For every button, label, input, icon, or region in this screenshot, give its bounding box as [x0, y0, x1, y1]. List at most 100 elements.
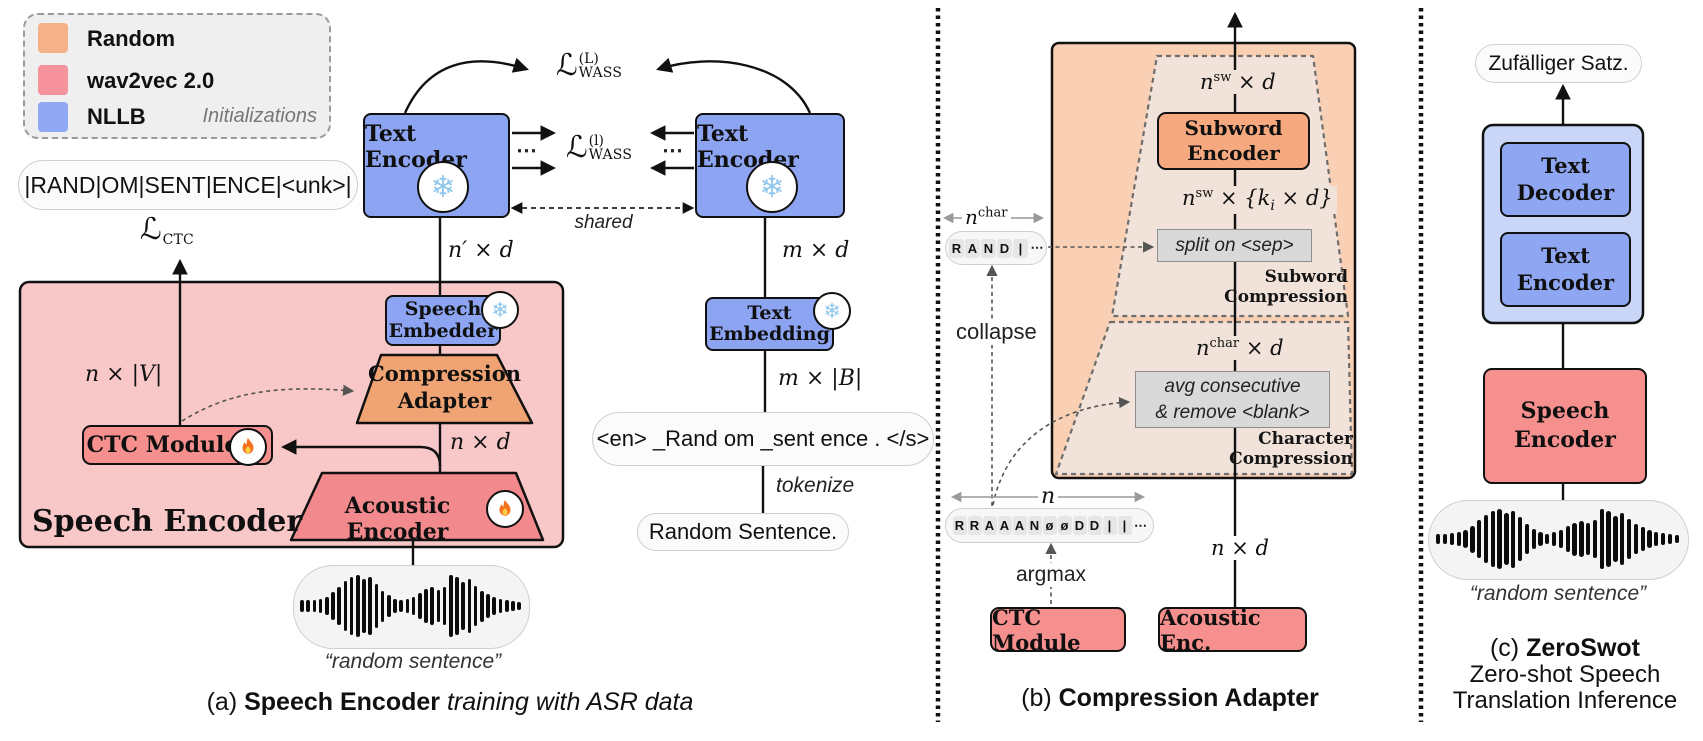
- sequence-cell: D: [1087, 516, 1102, 535]
- tokens-pill: <en> _Rand om _sent ence . </s>: [592, 412, 934, 466]
- character-compression-line2: Compression: [1229, 448, 1353, 469]
- legend-note: Initializations: [202, 105, 317, 127]
- dim-rest: × {k: [1213, 186, 1271, 210]
- waveform-bar: [1524, 524, 1529, 554]
- dim-base: n: [965, 205, 978, 229]
- character-compression-label: Character Compression: [1215, 429, 1353, 469]
- dim-nchar-d: nchar × d: [1192, 336, 1288, 360]
- dim-rest2: × d}: [1274, 186, 1333, 210]
- snowflake-icon: ❄: [430, 169, 456, 205]
- waveform-bar: [355, 575, 360, 637]
- sentence-pill: Random Sentence.: [637, 513, 849, 551]
- dim-n-vocab: n × |V|: [85, 362, 163, 387]
- waveform-bar: [1436, 533, 1441, 545]
- wass-loss-top-label: ℒ (L) WASS: [556, 48, 622, 83]
- dots-right: ⋯: [662, 139, 683, 162]
- waveform-bar: [1633, 524, 1638, 554]
- waveform-bar: [1572, 522, 1577, 556]
- character-compression-line1: Character: [1258, 429, 1353, 449]
- dim-n: n: [1038, 484, 1059, 509]
- legend-swatch-nllb: [38, 102, 68, 132]
- sequence-cell: N: [981, 238, 996, 258]
- argmax-label: argmax: [1013, 563, 1090, 587]
- waveform-bar: [1613, 515, 1618, 563]
- sequence-cell: R: [967, 516, 982, 535]
- text-decoder-box: Text Decoder: [1500, 142, 1631, 217]
- text-encoder-right-label: Text Encoder: [697, 121, 799, 173]
- wass-top-sub: WASS: [578, 64, 623, 81]
- tokenize-label: tokenize: [776, 474, 855, 497]
- text-encoder-c-box: Text Encoder: [1500, 232, 1631, 307]
- waveform-bar: [337, 586, 342, 626]
- text-embedding-label: Embedding: [709, 323, 830, 345]
- wass-loss-mid-label: ℒ (l) WASS: [566, 130, 632, 165]
- speech-embedder-label: Speech: [404, 298, 482, 321]
- waveform-bar: [448, 575, 453, 637]
- caption-a-bold: Speech Encoder: [244, 688, 441, 716]
- text-embedding-label: Text: [747, 301, 792, 324]
- waveform-bar: [405, 599, 410, 613]
- script-l: ℒ: [566, 130, 588, 165]
- waveform-bar: [461, 581, 466, 631]
- sequence-cell: A: [982, 516, 997, 535]
- compression-adapter-line2: Adapter: [397, 388, 492, 414]
- sequence-cell: |: [1013, 238, 1028, 258]
- frozen-badge-circle: ❄: [746, 161, 798, 213]
- acoustic-encoder-label: Acoustic Encoder: [344, 493, 451, 545]
- dim-rest: × d: [1239, 336, 1284, 360]
- ctc-module-label: CTC Module: [86, 432, 239, 458]
- script-l: ℒ: [140, 212, 162, 247]
- waveform-bar: [455, 576, 459, 636]
- waveform-bar: [1456, 532, 1461, 546]
- speech-encoder-c-label: Speech: [1520, 398, 1610, 425]
- acoustic-enc-b-label: Acoustic Enc.: [1160, 604, 1261, 655]
- waveform-bar: [1586, 523, 1591, 555]
- waveform-bar: [349, 577, 354, 635]
- waveform-bar: [1558, 530, 1564, 548]
- caption-b-prefix: (b): [1021, 684, 1059, 712]
- waveform-bar: [386, 595, 391, 617]
- waveform-bar: [1442, 533, 1448, 545]
- waveform-bar: [1511, 510, 1516, 568]
- waveform-bar: [498, 598, 503, 614]
- waveform-bar: [479, 590, 484, 622]
- dim-nsw-d: nsw × d: [1196, 70, 1280, 94]
- legend-box: [23, 13, 331, 139]
- waveform-bar: [318, 599, 323, 613]
- waveform-bar: [399, 600, 404, 612]
- ellipsis: ⋯: [1134, 517, 1147, 533]
- waveform-bar: [1463, 530, 1468, 548]
- fire-icon: [499, 499, 511, 516]
- sequence-cell: R: [949, 238, 964, 258]
- dim-sup: char: [1209, 336, 1240, 351]
- dim-sup: char: [977, 205, 1008, 221]
- waveform-bar: [442, 586, 447, 626]
- sequence-cell: ø: [1042, 516, 1057, 535]
- sequence-cell: N: [1027, 516, 1042, 535]
- shared-label: shared: [574, 212, 633, 233]
- waveform-bar: [1620, 512, 1625, 566]
- subword-compression-label: Subword Compression: [1210, 267, 1348, 307]
- waveform-bar: [1606, 510, 1611, 568]
- fire-icon: [242, 437, 254, 454]
- dim-n-d-a: n × d: [450, 430, 511, 455]
- script-l: ℒ: [556, 48, 578, 83]
- waveform-bar: [306, 600, 310, 612]
- sequence-cell: A: [997, 516, 1012, 535]
- subword-encoder-label: Subword: [1184, 116, 1283, 140]
- wass-top-sup: (L): [578, 50, 599, 67]
- waveform-bar: [486, 593, 490, 619]
- compression-adapter-line1: Compression: [368, 361, 521, 386]
- caption-b: (b) Compression Adapter: [950, 684, 1390, 713]
- waveform-bar: [1490, 511, 1495, 567]
- waveform-bar: [430, 587, 435, 625]
- waveform-bar: [1504, 512, 1509, 566]
- legend-label-wav2vec: wav2vec 2.0: [87, 68, 215, 93]
- subword-encoder-box: Subword Encoder: [1157, 112, 1310, 170]
- waveform-bar: [1470, 525, 1475, 553]
- wass-mid-sub: WASS: [588, 146, 633, 163]
- subword-encoder-label: Encoder: [1187, 141, 1280, 165]
- waveform-bar: [1449, 533, 1455, 545]
